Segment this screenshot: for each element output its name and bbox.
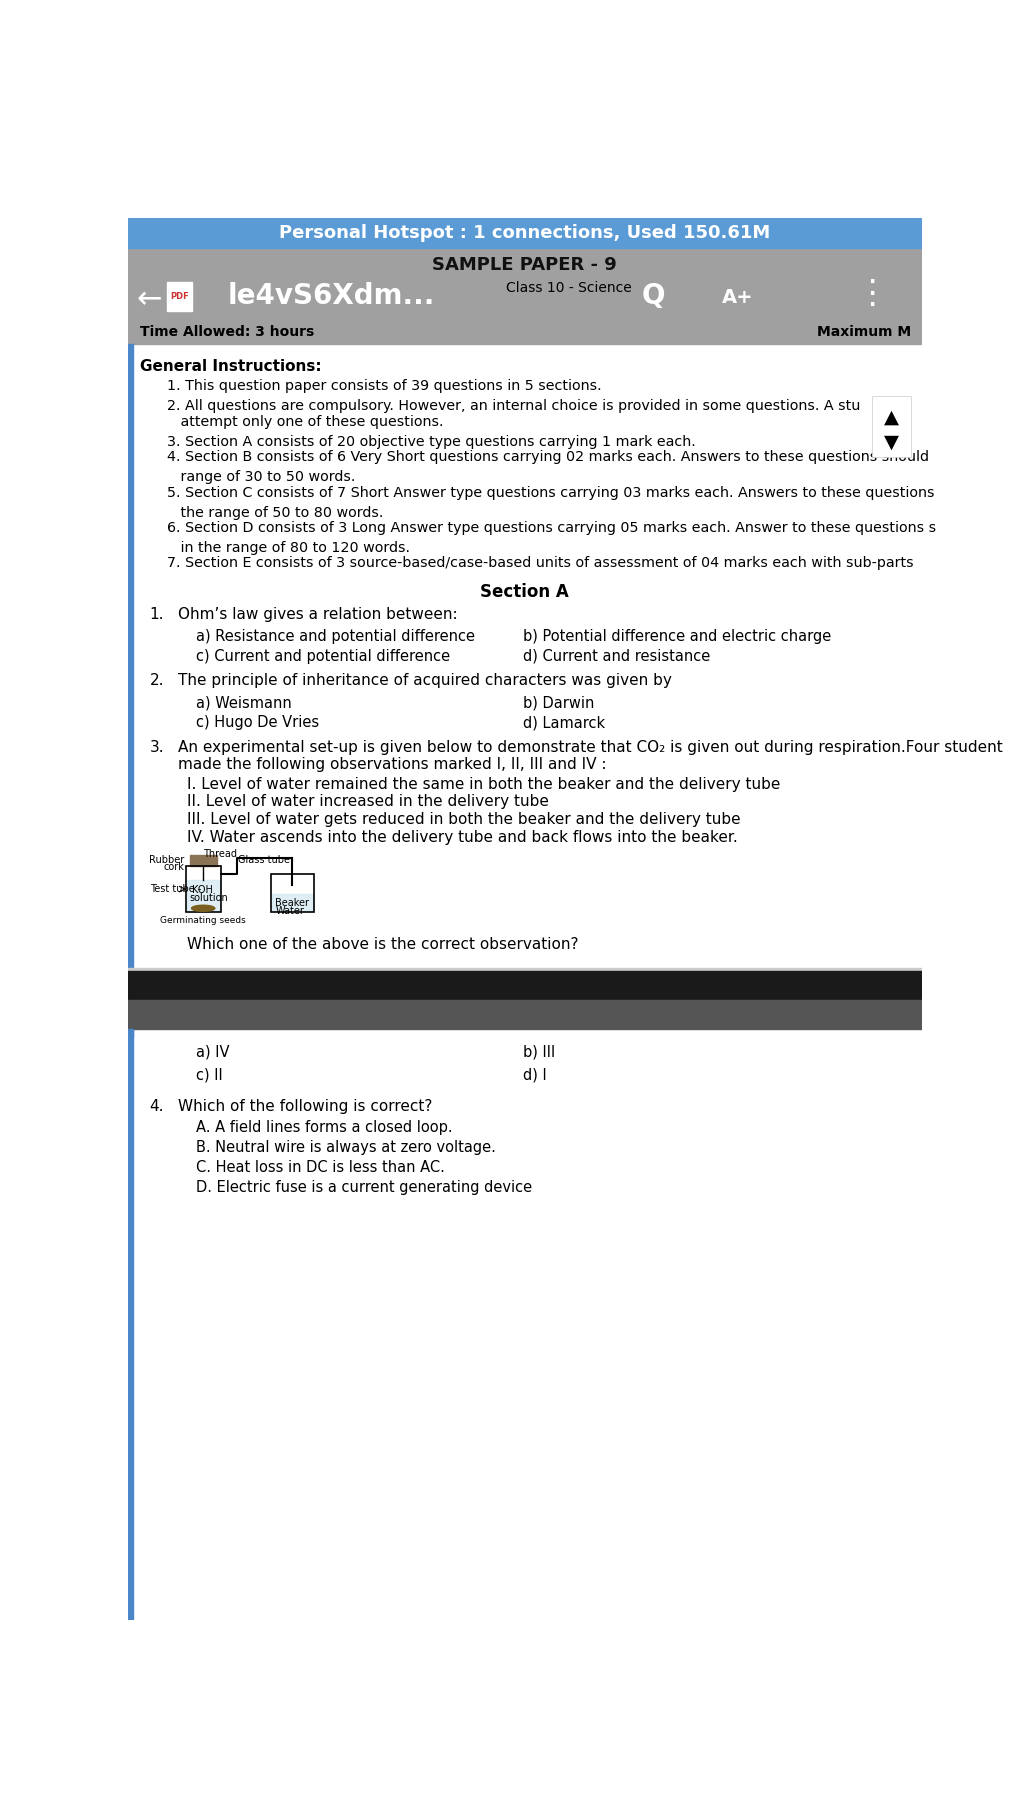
Text: d) Lamarck: d) Lamarck [523, 715, 605, 730]
Text: c) II: c) II [197, 1068, 223, 1083]
Text: 1.: 1. [150, 608, 164, 622]
Text: 6. Section D consists of 3 Long Answer type questions carrying 05 marks each. An: 6. Section D consists of 3 Long Answer t… [167, 521, 936, 535]
Text: I. Level of water remained the same in both the beaker and the delivery tube: I. Level of water remained the same in b… [187, 777, 780, 792]
Bar [128, 248, 922, 344]
Text: c) Hugo De Vries: c) Hugo De Vries [197, 715, 319, 730]
Text: Water: Water [275, 906, 304, 915]
Bar [186, 866, 221, 912]
Text: PDF: PDF [170, 291, 188, 300]
Text: a) Resistance and potential difference: a) Resistance and potential difference [197, 628, 475, 644]
Text: 4. Section B consists of 6 Very Short questions carrying 02 marks each. Answers : 4. Section B consists of 6 Very Short qu… [167, 450, 929, 464]
Bar [128, 218, 922, 248]
Text: IV. Water ascends into the delivery tube and back flows into the beaker.: IV. Water ascends into the delivery tube… [187, 830, 737, 844]
Text: range of 30 to 50 words.: range of 30 to 50 words. [167, 470, 355, 484]
Text: Ohm’s law gives a relation between:: Ohm’s law gives a relation between: [178, 608, 458, 622]
Text: III. Level of water gets reduced in both the beaker and the delivery tube: III. Level of water gets reduced in both… [187, 812, 740, 826]
Bar [128, 968, 922, 970]
Bar [128, 970, 922, 999]
Text: in the range of 80 to 120 words.: in the range of 80 to 120 words. [167, 541, 410, 555]
Text: Personal Hotspot : 1 connections, Used 150.61M: Personal Hotspot : 1 connections, Used 1… [280, 224, 770, 242]
Text: c) Current and potential difference: c) Current and potential difference [197, 648, 451, 664]
Text: 3.: 3. [150, 739, 164, 755]
Bar [133, 344, 922, 1037]
Ellipse shape [191, 905, 215, 912]
Text: b) Darwin: b) Darwin [523, 695, 595, 710]
Bar [271, 874, 314, 912]
Bar [187, 879, 220, 912]
Text: General Instructions:: General Instructions: [140, 359, 322, 375]
Text: d) I: d) I [523, 1068, 547, 1083]
Text: Q: Q [642, 282, 666, 309]
Text: Which of the following is correct?: Which of the following is correct? [178, 1099, 433, 1114]
Text: SAMPLE PAPER - 9: SAMPLE PAPER - 9 [432, 255, 617, 273]
Text: Maximum M: Maximum M [816, 326, 910, 339]
Text: A+: A+ [722, 288, 754, 308]
Text: 4.: 4. [150, 1099, 164, 1114]
Text: C. Heat loss in DC is less than AC.: C. Heat loss in DC is less than AC. [197, 1159, 445, 1176]
Text: d) Current and resistance: d) Current and resistance [523, 648, 711, 664]
Text: KOH: KOH [193, 885, 213, 895]
Text: Beaker: Beaker [275, 899, 309, 908]
Text: An experimental set-up is given below to demonstrate that CO₂ is given out durin: An experimental set-up is given below to… [178, 739, 1004, 755]
Bar [128, 1030, 133, 1620]
Bar [128, 344, 133, 1037]
Text: b) III: b) III [523, 1045, 555, 1059]
Text: ▼: ▼ [884, 431, 899, 451]
Text: II. Level of water increased in the delivery tube: II. Level of water increased in the deli… [187, 794, 549, 810]
Bar [272, 894, 313, 912]
Bar [128, 1030, 922, 1620]
Text: A. A field lines forms a closed loop.: A. A field lines forms a closed loop. [197, 1119, 453, 1136]
Text: a) Weismann: a) Weismann [197, 695, 292, 710]
Bar [872, 395, 910, 457]
Text: attempt only one of these questions.: attempt only one of these questions. [167, 415, 443, 430]
Text: Thread: Thread [203, 848, 238, 859]
Text: Time Allowed: 3 hours: Time Allowed: 3 hours [140, 326, 314, 339]
Text: The principle of inheritance of acquired characters was given by: The principle of inheritance of acquired… [178, 673, 672, 688]
Text: ←: ← [137, 284, 163, 313]
Text: b) Potential difference and electric charge: b) Potential difference and electric cha… [523, 628, 831, 644]
Text: Rubber: Rubber [150, 855, 184, 864]
Text: Which one of the above is the correct observation?: Which one of the above is the correct ob… [187, 937, 579, 952]
Text: cork: cork [164, 863, 184, 872]
Text: D. Electric fuse is a current generating device: D. Electric fuse is a current generating… [197, 1179, 532, 1196]
Text: the range of 50 to 80 words.: the range of 50 to 80 words. [167, 506, 383, 521]
Text: Glass tube: Glass tube [238, 855, 290, 864]
Text: Class 10 - Science: Class 10 - Science [506, 280, 632, 295]
Text: 7. Section E consists of 3 source-based/case-based units of assessment of 04 mar: 7. Section E consists of 3 source-based/… [167, 557, 913, 570]
Text: 2. All questions are compulsory. However, an internal choice is provided in some: 2. All questions are compulsory. However… [167, 399, 860, 413]
Text: 3. Section A consists of 20 objective type questions carrying 1 mark each.: 3. Section A consists of 20 objective ty… [167, 435, 695, 450]
Text: a) IV: a) IV [197, 1045, 229, 1059]
Text: Germinating seeds: Germinating seeds [161, 915, 246, 925]
Text: ⋮: ⋮ [855, 277, 889, 311]
Bar [128, 999, 922, 1030]
Text: B. Neutral wire is always at zero voltage.: B. Neutral wire is always at zero voltag… [197, 1139, 496, 1156]
Text: ▲: ▲ [884, 408, 899, 426]
Text: made the following observations marked I, II, III and IV :: made the following observations marked I… [178, 757, 607, 772]
Bar [167, 282, 191, 311]
Text: Section A: Section A [480, 582, 569, 601]
Text: le4vS6Xdm...: le4vS6Xdm... [227, 282, 434, 309]
Text: solution: solution [189, 894, 228, 903]
Text: 2.: 2. [150, 673, 164, 688]
Text: 1. This question paper consists of 39 questions in 5 sections.: 1. This question paper consists of 39 qu… [167, 379, 601, 393]
Text: Test tube -: Test tube - [150, 885, 201, 894]
Bar [717, 282, 760, 313]
Bar [190, 855, 217, 866]
Text: 5. Section C consists of 7 Short Answer type questions carrying 03 marks each. A: 5. Section C consists of 7 Short Answer … [167, 486, 934, 501]
